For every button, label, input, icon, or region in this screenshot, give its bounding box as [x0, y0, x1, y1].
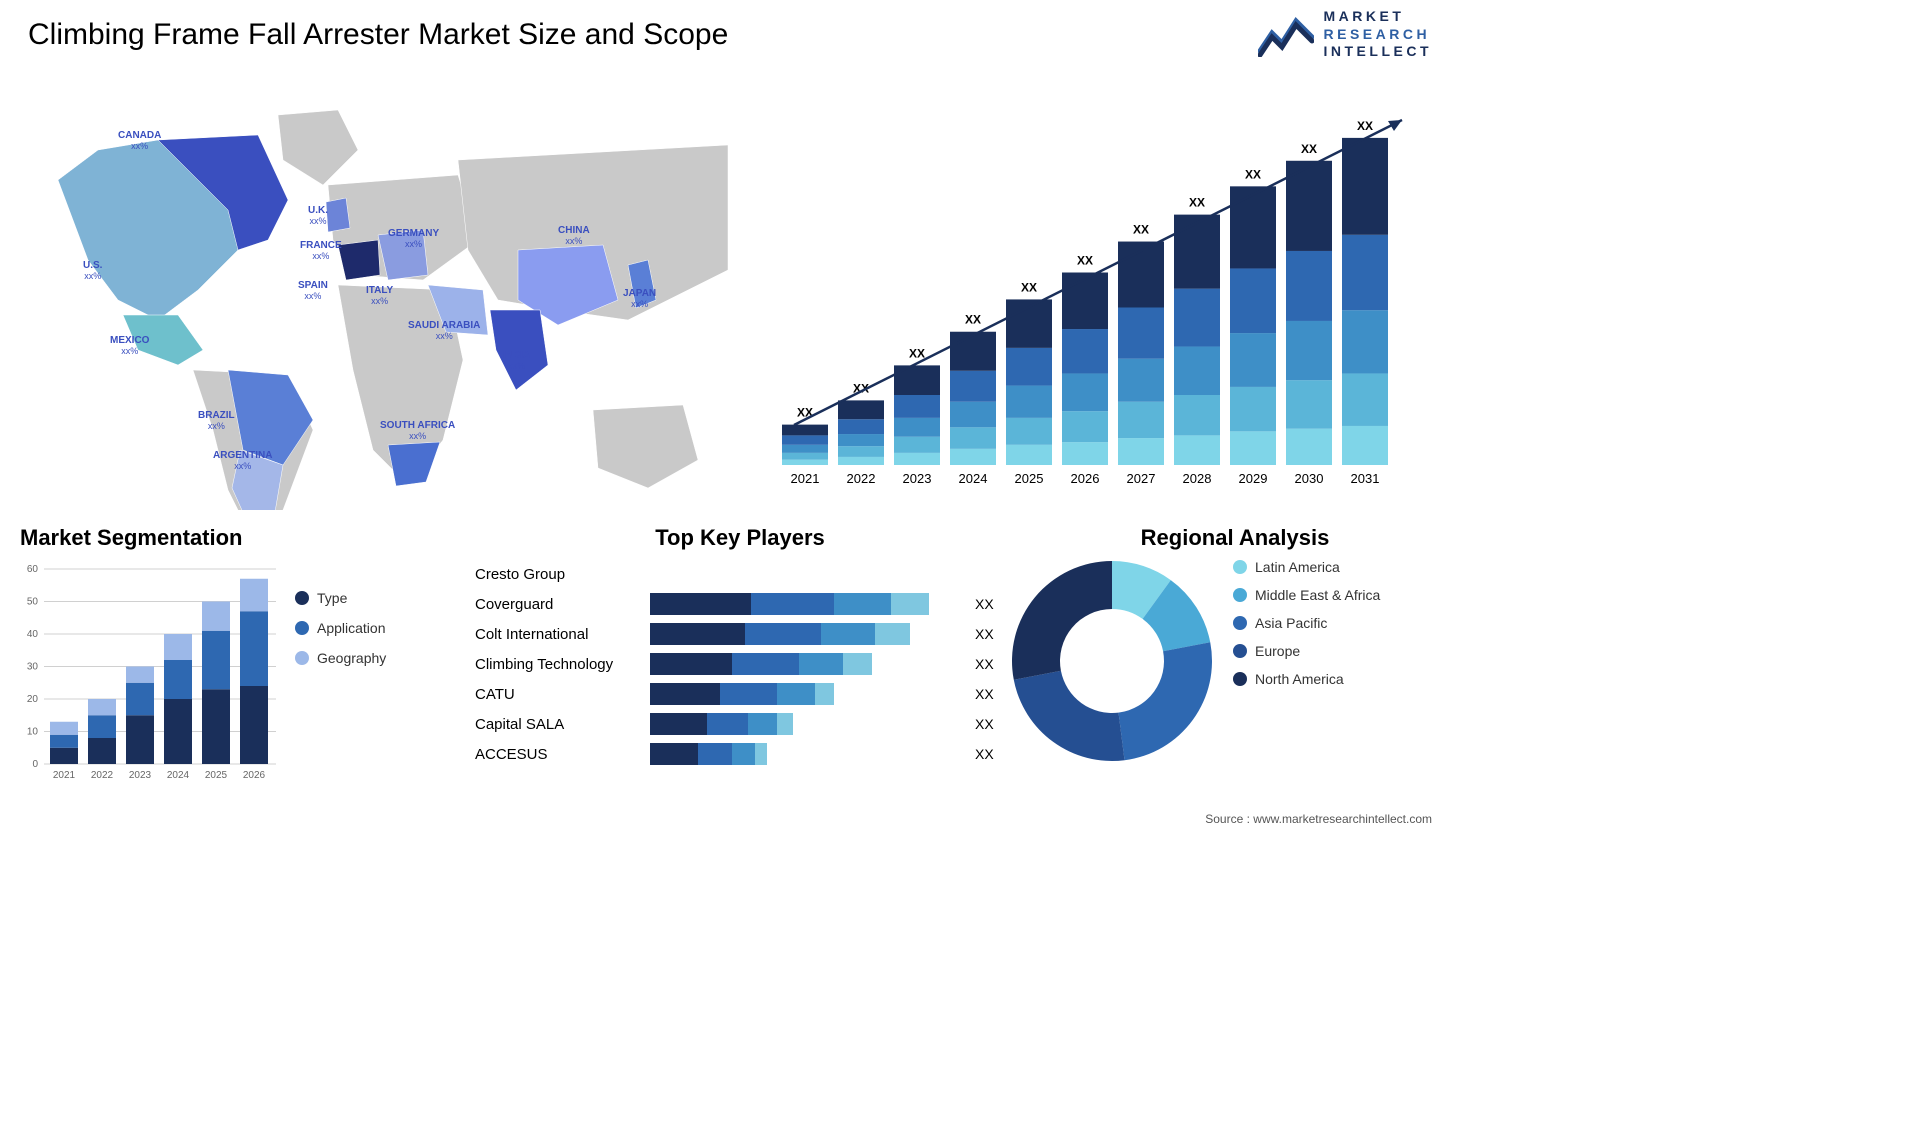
- svg-text:XX: XX: [1301, 142, 1317, 156]
- map-label: ITALYxx%: [366, 285, 393, 307]
- svg-text:XX: XX: [1189, 196, 1205, 210]
- svg-text:2024: 2024: [167, 770, 190, 781]
- legend-item: Asia Pacific: [1233, 615, 1380, 631]
- map-label: MEXICOxx%: [110, 335, 149, 357]
- svg-text:XX: XX: [965, 313, 981, 327]
- map-label: GERMANYxx%: [388, 228, 439, 250]
- regional-legend: Latin America Middle East & Africa Asia Pa…: [1233, 559, 1380, 699]
- regional-title: Regional Analysis: [1010, 525, 1460, 551]
- svg-text:XX: XX: [909, 346, 925, 360]
- svg-text:2030: 2030: [1295, 471, 1324, 486]
- logo-line-1: MARKET: [1324, 8, 1433, 26]
- svg-text:2027: 2027: [1127, 471, 1156, 486]
- segmentation-section: Market Segmentation 0 10 20 30 40 50 60 2021 202…: [20, 525, 460, 799]
- player-row: ACCESUS XX: [475, 739, 1005, 769]
- svg-text:2025: 2025: [1015, 471, 1044, 486]
- legend-item: Type: [295, 590, 386, 606]
- map-label: INDIAxx%: [503, 350, 530, 372]
- player-row: Climbing Technology XX: [475, 649, 1005, 679]
- regional-donut: [1010, 559, 1215, 764]
- segmentation-legend: Type Application Geography: [295, 590, 386, 680]
- forecast-chart: XX 2021 XX 2022 XX 2023 XX 2024 XX 2025 XX 2026 XX 20…: [772, 105, 1412, 495]
- svg-text:60: 60: [27, 564, 39, 575]
- segmentation-title: Market Segmentation: [20, 525, 460, 551]
- svg-text:2026: 2026: [243, 770, 266, 781]
- player-name: Colt International: [475, 626, 650, 643]
- map-label: BRAZILxx%: [198, 410, 235, 432]
- svg-text:2026: 2026: [1071, 471, 1100, 486]
- player-name: Coverguard: [475, 596, 650, 613]
- svg-text:2024: 2024: [959, 471, 988, 486]
- page-title: Climbing Frame Fall Arrester Market Size…: [28, 18, 728, 52]
- logo-mark-icon: [1258, 11, 1314, 57]
- regional-section: Regional Analysis Latin America Middle Ea…: [1010, 525, 1460, 764]
- svg-text:2022: 2022: [91, 770, 114, 781]
- player-row: Cresto Group: [475, 559, 1005, 589]
- svg-text:0: 0: [32, 759, 38, 770]
- brand-logo: MARKET RESEARCH INTELLECT: [1258, 8, 1433, 61]
- map-label: CANADAxx%: [118, 130, 161, 152]
- map-label: U.S.xx%: [83, 260, 102, 282]
- player-value: XX: [975, 746, 1005, 762]
- svg-text:20: 20: [27, 694, 39, 705]
- svg-text:XX: XX: [1133, 223, 1149, 237]
- player-name: CATU: [475, 686, 650, 703]
- svg-text:30: 30: [27, 662, 39, 673]
- map-label: SPAINxx%: [298, 280, 328, 302]
- logo-line-3: INTELLECT: [1324, 43, 1433, 61]
- svg-text:2029: 2029: [1239, 471, 1268, 486]
- map-label: SAUDI ARABIAxx%: [408, 320, 480, 342]
- svg-text:10: 10: [27, 727, 39, 738]
- player-value: XX: [975, 626, 1005, 642]
- legend-item: Middle East & Africa: [1233, 587, 1380, 603]
- player-name: Climbing Technology: [475, 656, 650, 673]
- players-section: Top Key Players Cresto Group Coverguard XX…: [475, 525, 1005, 769]
- legend-item: Latin America: [1233, 559, 1380, 575]
- svg-text:2022: 2022: [847, 471, 876, 486]
- player-row: Coverguard XX: [475, 589, 1005, 619]
- svg-text:40: 40: [27, 629, 39, 640]
- map-label: SOUTH AFRICAxx%: [380, 420, 455, 442]
- svg-text:2023: 2023: [903, 471, 932, 486]
- svg-text:XX: XX: [1357, 119, 1373, 133]
- legend-item: Europe: [1233, 643, 1380, 659]
- players-title: Top Key Players: [475, 525, 1005, 551]
- player-row: Colt International XX: [475, 619, 1005, 649]
- player-name: ACCESUS: [475, 746, 650, 763]
- player-value: XX: [975, 716, 1005, 732]
- map-label: ARGENTINAxx%: [213, 450, 272, 472]
- legend-item: Application: [295, 620, 386, 636]
- map-label: CHINAxx%: [558, 225, 590, 247]
- svg-text:XX: XX: [1077, 254, 1093, 268]
- svg-text:2021: 2021: [53, 770, 76, 781]
- svg-text:2023: 2023: [129, 770, 152, 781]
- map-label: JAPANxx%: [623, 288, 656, 310]
- svg-text:XX: XX: [1021, 280, 1037, 294]
- svg-text:50: 50: [27, 597, 39, 608]
- map-label: U.K.xx%: [308, 205, 328, 227]
- player-value: XX: [975, 596, 1005, 612]
- map-label: FRANCExx%: [300, 240, 342, 262]
- player-name: Cresto Group: [475, 566, 650, 583]
- svg-text:XX: XX: [1245, 167, 1261, 181]
- world-map: CANADAxx% U.S.xx% MEXICOxx% BRAZILxx% ARGENT…: [28, 90, 728, 510]
- source-text: Source : www.marketresearchintellect.com: [1205, 812, 1432, 826]
- legend-item: Geography: [295, 650, 386, 666]
- svg-text:2025: 2025: [205, 770, 228, 781]
- player-row: CATU XX: [475, 679, 1005, 709]
- player-value: XX: [975, 686, 1005, 702]
- svg-text:2021: 2021: [791, 471, 820, 486]
- player-row: Capital SALA XX: [475, 709, 1005, 739]
- logo-line-2: RESEARCH: [1324, 26, 1433, 44]
- player-value: XX: [975, 656, 1005, 672]
- svg-text:2031: 2031: [1351, 471, 1380, 486]
- player-name: Capital SALA: [475, 716, 650, 733]
- svg-text:2028: 2028: [1183, 471, 1212, 486]
- legend-item: North America: [1233, 671, 1380, 687]
